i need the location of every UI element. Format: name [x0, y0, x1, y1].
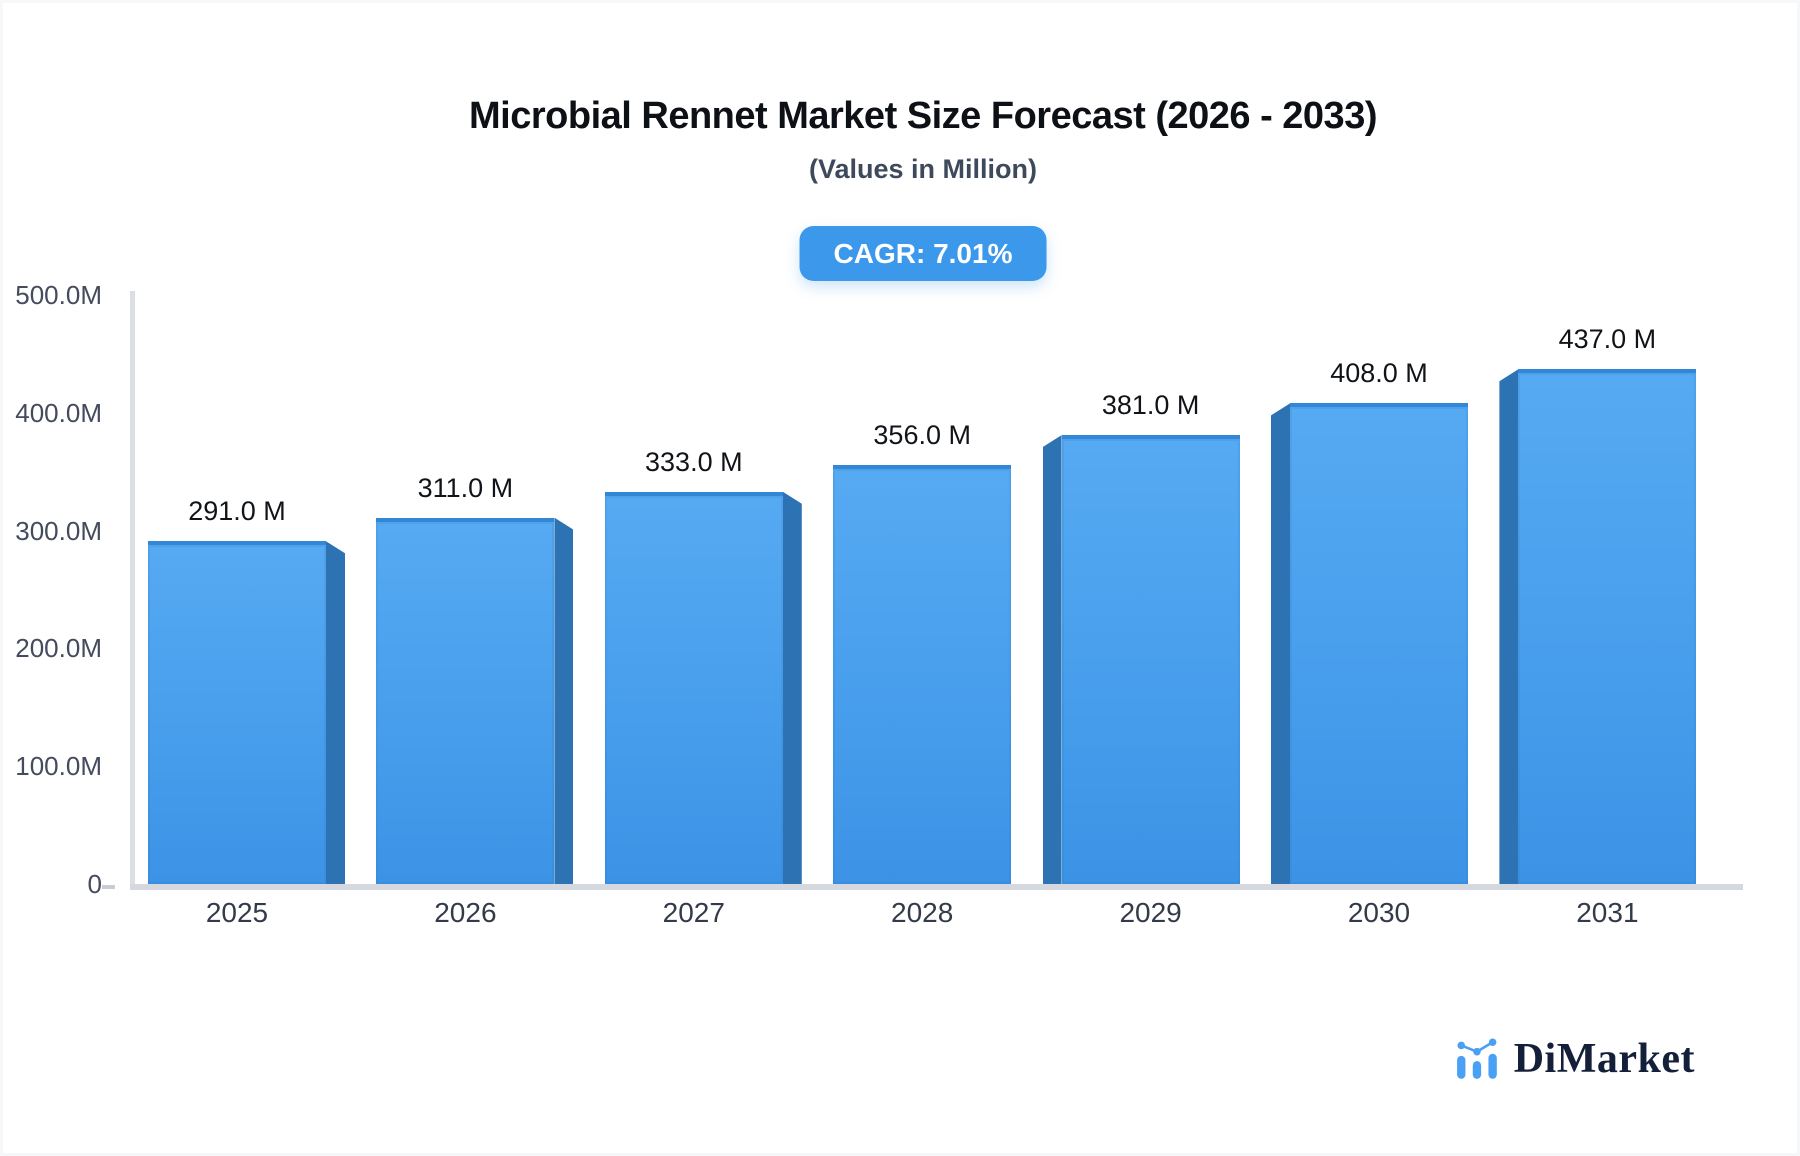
bar-value-label: 356.0 M [873, 419, 971, 450]
chart-subtitle: (Values in Million) [808, 154, 1038, 184]
bar-2028[interactable] [833, 464, 1012, 884]
chart-header: Microbial Rennet Market Size Forecast (2… [123, 95, 1723, 185]
bar-2027[interactable] [604, 491, 783, 884]
cagr-badge: CAGR: 7.01% [799, 226, 1047, 281]
bar-value-label: 333.0 M [645, 446, 743, 477]
y-axis-label: 300.0M [15, 515, 102, 546]
bar-value-label: 437.0 M [1558, 324, 1657, 355]
bar-side-face [1271, 403, 1290, 884]
y-axis-label: 500.0M [15, 280, 102, 310]
bar-2025[interactable] [148, 541, 326, 884]
bar-2031[interactable] [1518, 369, 1697, 884]
bar-2026[interactable] [376, 517, 555, 884]
x-axis-label: 2030 [1347, 897, 1411, 928]
x-axis-label: 2026 [434, 897, 497, 928]
x-axis-label: 2031 [1576, 897, 1639, 928]
bar-value-label: 408.0 M [1330, 358, 1428, 389]
y-axis-label: 0 [87, 869, 102, 899]
bar-side-face [782, 491, 802, 884]
bar-chart-logo-icon [1456, 1038, 1497, 1079]
logo-text: DiMarket [1513, 1036, 1695, 1082]
zero-tick-mark [102, 885, 115, 889]
x-axis-label: 2028 [891, 897, 954, 928]
bar-value-label: 381.0 M [1101, 390, 1200, 421]
bar-value-label: 291.0 M [188, 496, 286, 527]
bar-side-face [1042, 435, 1062, 884]
y-axis-line [130, 291, 135, 890]
bar-2029[interactable] [1061, 435, 1240, 884]
x-axis-line [130, 884, 1743, 890]
bar-value-label: 311.0 M [417, 472, 514, 503]
y-axis-label: 400.0M [15, 397, 102, 428]
y-axis-label: 200.0M [15, 633, 102, 664]
bar-side-face [326, 541, 345, 884]
y-axis-label: 100.0M [15, 751, 102, 782]
chart-title: Microbial Rennet Market Size Forecast (2… [469, 95, 1377, 137]
dimarket-logo[interactable]: DiMarket [1455, 1038, 1695, 1080]
x-axis-label: 2025 [205, 897, 269, 928]
x-axis-label: 2027 [662, 897, 725, 928]
bar-side-face [1499, 369, 1519, 884]
x-axis-label: 2029 [1119, 897, 1182, 928]
bar-side-face [554, 517, 574, 884]
bar-2030[interactable] [1290, 403, 1468, 884]
